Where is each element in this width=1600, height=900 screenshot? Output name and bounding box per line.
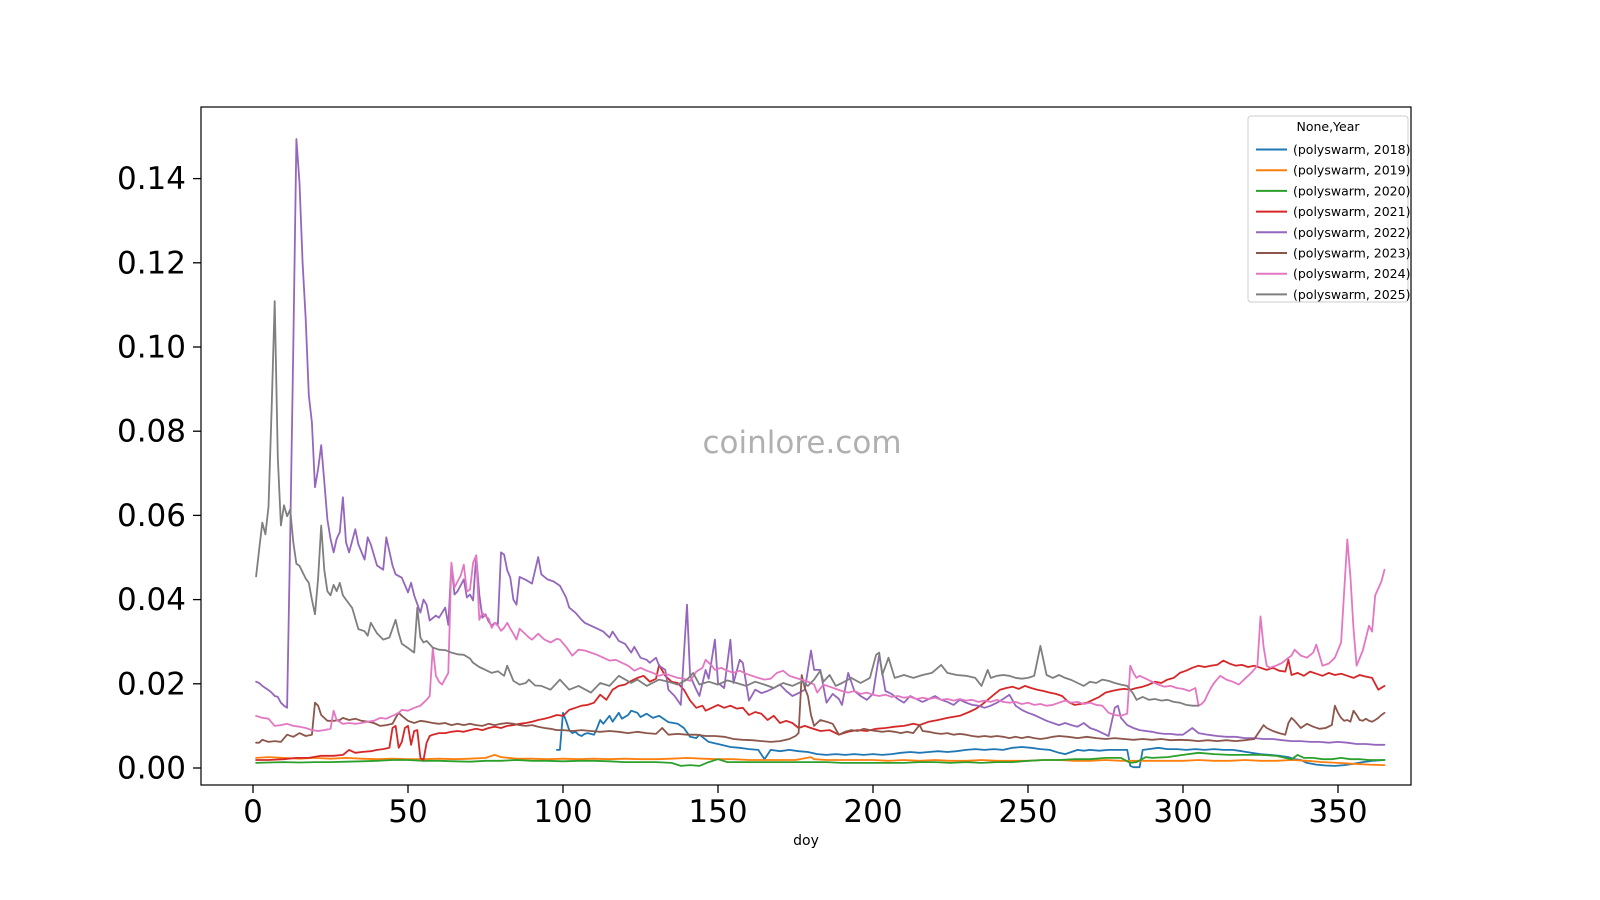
- x-tick-label: 200: [843, 794, 902, 830]
- x-tick-label: 250: [998, 794, 1057, 830]
- y-tick-label: 0.12: [117, 245, 186, 281]
- legend-box: [1247, 115, 1409, 303]
- y-tick-label: 0.08: [117, 414, 186, 450]
- y-tick-label: 0.02: [117, 666, 186, 702]
- x-tick-label: 350: [1308, 794, 1367, 830]
- legend-entries: (polyswarm, 2018) (polyswarm, 2019) (polys…: [1256, 142, 1410, 302]
- x-tick-label: 0: [243, 794, 263, 830]
- legend-entry-2022: (polyswarm, 2022): [1256, 225, 1410, 240]
- legend-entry-2021: (polyswarm, 2021): [1256, 204, 1410, 219]
- y-tick-label: 0.00: [117, 751, 186, 787]
- legend-entry-2024: (polyswarm, 2024): [1256, 266, 1410, 281]
- series-line-2024: [255, 538, 1386, 732]
- x-tick-label: 150: [688, 794, 747, 830]
- legend-entry-2020: (polyswarm, 2020): [1256, 183, 1410, 198]
- series-line-2019: [255, 754, 1386, 766]
- x-tick-label: 100: [533, 794, 592, 830]
- legend-label: (polyswarm, 2025): [1293, 287, 1410, 302]
- legend-label: (polyswarm, 2020): [1293, 183, 1410, 198]
- y-tick-label: 0.04: [117, 582, 186, 618]
- legend-label: (polyswarm, 2022): [1293, 225, 1410, 240]
- legend-entry-2023: (polyswarm, 2023): [1256, 246, 1410, 261]
- legend-label: (polyswarm, 2021): [1293, 204, 1410, 219]
- legend: None,Year (polyswarm, 2018)(polyswarm, 2…: [1247, 115, 1410, 303]
- legend-label: (polyswarm, 2019): [1293, 163, 1410, 178]
- y-tick-label: 0.14: [117, 161, 186, 197]
- legend-entry-2025: (polyswarm, 2025): [1256, 287, 1410, 302]
- y-tick-label: 0.10: [117, 330, 186, 366]
- x-tick-label: 50: [388, 794, 427, 830]
- legend-label: (polyswarm, 2024): [1293, 266, 1410, 281]
- x-axis: 0 50 100 150 200 250 300 350: [243, 785, 1368, 830]
- x-axis-label: doy: [793, 833, 819, 849]
- legend-label: (polyswarm, 2018): [1293, 142, 1410, 157]
- legend-entry-2019: (polyswarm, 2019): [1256, 163, 1410, 178]
- legend-label: (polyswarm, 2023): [1293, 246, 1410, 261]
- series-line-2025: [255, 300, 1200, 707]
- y-tick-label: 0.06: [117, 498, 186, 534]
- legend-entry-2018: (polyswarm, 2018): [1256, 142, 1410, 157]
- watermark: coinlore.com: [702, 425, 901, 461]
- legend-title: None,Year: [1296, 119, 1360, 134]
- series-line-2021: [255, 658, 1386, 761]
- x-tick-label: 300: [1153, 794, 1212, 830]
- y-axis: 0.00 0.02 0.04 0.06 0.08 0.10 0.12 0.14: [117, 161, 201, 787]
- series-line-2020: [255, 751, 1386, 767]
- series-line-2023: [255, 674, 1386, 744]
- series-line-2018: [555, 709, 1386, 769]
- plot-area: [200, 106, 1412, 786]
- series-layer: [255, 138, 1386, 769]
